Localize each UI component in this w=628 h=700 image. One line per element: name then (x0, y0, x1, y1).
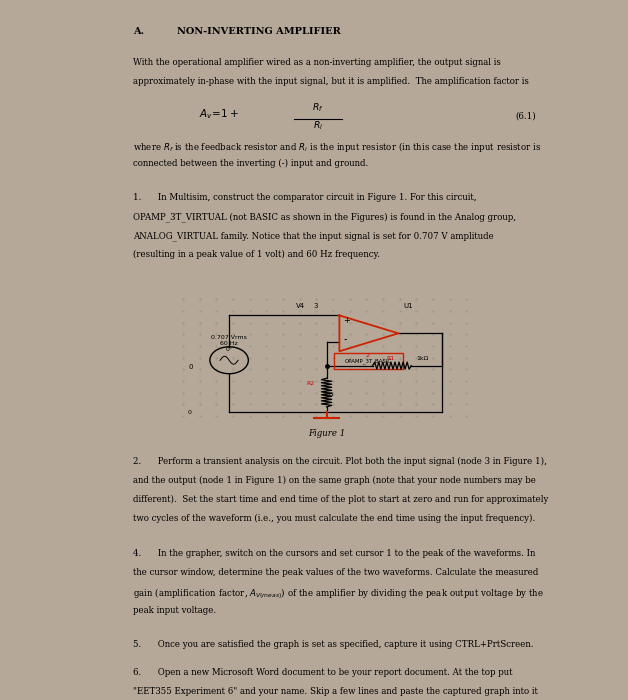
Text: peak input voltage.: peak input voltage. (133, 606, 216, 615)
Text: 0: 0 (188, 410, 192, 415)
Text: 2.      Perform a transient analysis on the circuit. Plot both the input signal : 2. Perform a transient analysis on the c… (133, 457, 547, 466)
Text: V4: V4 (296, 303, 305, 309)
Text: R1: R1 (387, 356, 395, 361)
Text: 0°: 0° (225, 347, 232, 352)
Text: Figure 1: Figure 1 (308, 429, 345, 438)
Text: ANALOG_VIRTUAL family. Notice that the input signal is set for 0.707 V amplitude: ANALOG_VIRTUAL family. Notice that the i… (133, 231, 494, 241)
Text: A.: A. (133, 27, 144, 36)
Text: 1.      In Multisim, construct the comparator circuit in Figure 1. For this circ: 1. In Multisim, construct the comparator… (133, 193, 477, 202)
Text: $R_i$: $R_i$ (313, 120, 323, 132)
Text: 3: 3 (314, 303, 318, 309)
Text: where $R_f$ is the feedback resistor and $R_i$ is the input resistor (in this ca: where $R_f$ is the feedback resistor and… (133, 139, 541, 153)
Text: OPAMP_3T_BASIC: OPAMP_3T_BASIC (345, 358, 392, 364)
Text: two cycles of the waveform (i.e., you must calculate the end time using the inpu: two cycles of the waveform (i.e., you mu… (133, 514, 536, 524)
Text: 0.707 Vrms: 0.707 Vrms (211, 335, 247, 339)
Text: connected between the inverting (-) input and ground.: connected between the inverting (-) inpu… (133, 159, 369, 168)
Text: "EET355 Experiment 6" and your name. Skip a few lines and paste the captured gra: "EET355 Experiment 6" and your name. Ski… (133, 687, 538, 696)
Text: $R_f$: $R_f$ (312, 102, 323, 114)
Text: R2: R2 (306, 382, 314, 386)
Text: 60 Hz: 60 Hz (220, 341, 238, 346)
Text: 1kΩ: 1kΩ (416, 356, 429, 361)
Text: gain (amplification factor, $A_{V(meas)}$) of the amplifier by dividing the peak: gain (amplification factor, $A_{V(meas)}… (133, 587, 544, 601)
Text: 1kΩ: 1kΩ (322, 392, 334, 397)
Text: different).  Set the start time and end time of the plot to start at zero and ru: different). Set the start time and end t… (133, 496, 548, 505)
Text: -: - (344, 335, 347, 344)
Text: 5.      Once you are satisfied the graph is set as specified, capture it using C: 5. Once you are satisfied the graph is s… (133, 640, 534, 649)
Text: (resulting in a peak value of 1 volt) and 60 Hz frequency.: (resulting in a peak value of 1 volt) an… (133, 250, 380, 259)
Text: 4.      In the grapher, switch on the cursors and set cursor 1 to the peak of th: 4. In the grapher, switch on the cursors… (133, 549, 536, 557)
Text: U1: U1 (403, 303, 413, 309)
Text: +: + (344, 316, 350, 325)
Text: 2: 2 (365, 353, 369, 358)
Text: the cursor window, determine the peak values of the two waveforms. Calculate the: the cursor window, determine the peak va… (133, 568, 539, 577)
Text: (6.1): (6.1) (516, 111, 536, 120)
Text: OPAMP_3T_VIRTUAL (not BASIC as shown in the Figures) is found in the Analog grou: OPAMP_3T_VIRTUAL (not BASIC as shown in … (133, 212, 516, 222)
Text: NON-INVERTING AMPLIFIER: NON-INVERTING AMPLIFIER (177, 27, 341, 36)
Text: 6.      Open a new Microsoft Word document to be your report document. At the to: 6. Open a new Microsoft Word document to… (133, 668, 512, 678)
Text: With the operational amplifier wired as a non-inverting amplifier, the output si: With the operational amplifier wired as … (133, 58, 501, 67)
Text: 0: 0 (188, 364, 193, 370)
Text: and the output (node 1 in Figure 1) on the same graph (note that your node numbe: and the output (node 1 in Figure 1) on t… (133, 476, 536, 485)
Text: approximately in-phase with the input signal, but it is amplified.  The amplific: approximately in-phase with the input si… (133, 77, 529, 86)
Text: $A_v\!=\!1+$: $A_v\!=\!1+$ (199, 107, 239, 121)
